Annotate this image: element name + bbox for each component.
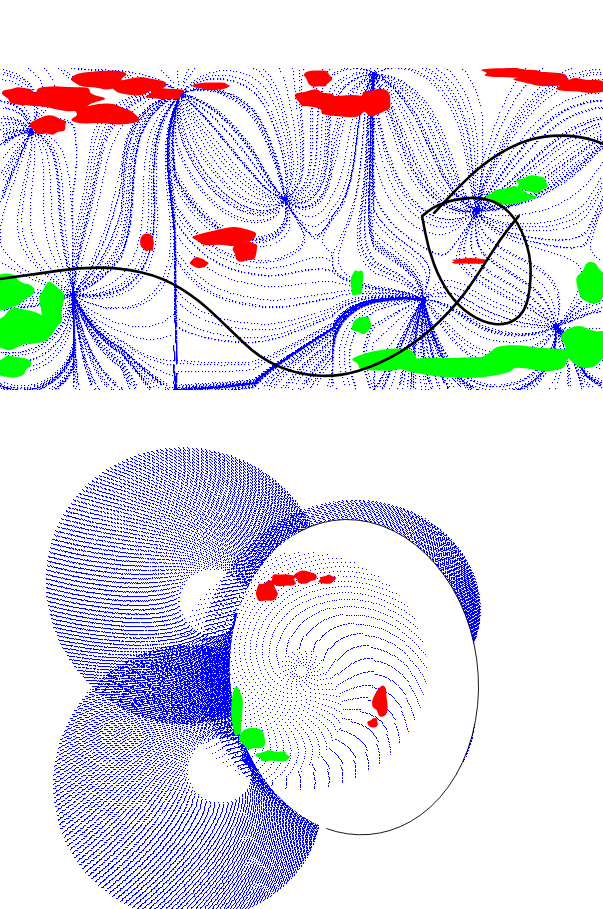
rectangular-projection-canvas: [0, 0, 603, 430]
sphere-projection-panel: [0, 430, 603, 909]
rectangular-projection-panel: [0, 0, 603, 430]
sphere-projection-canvas: [0, 430, 603, 909]
